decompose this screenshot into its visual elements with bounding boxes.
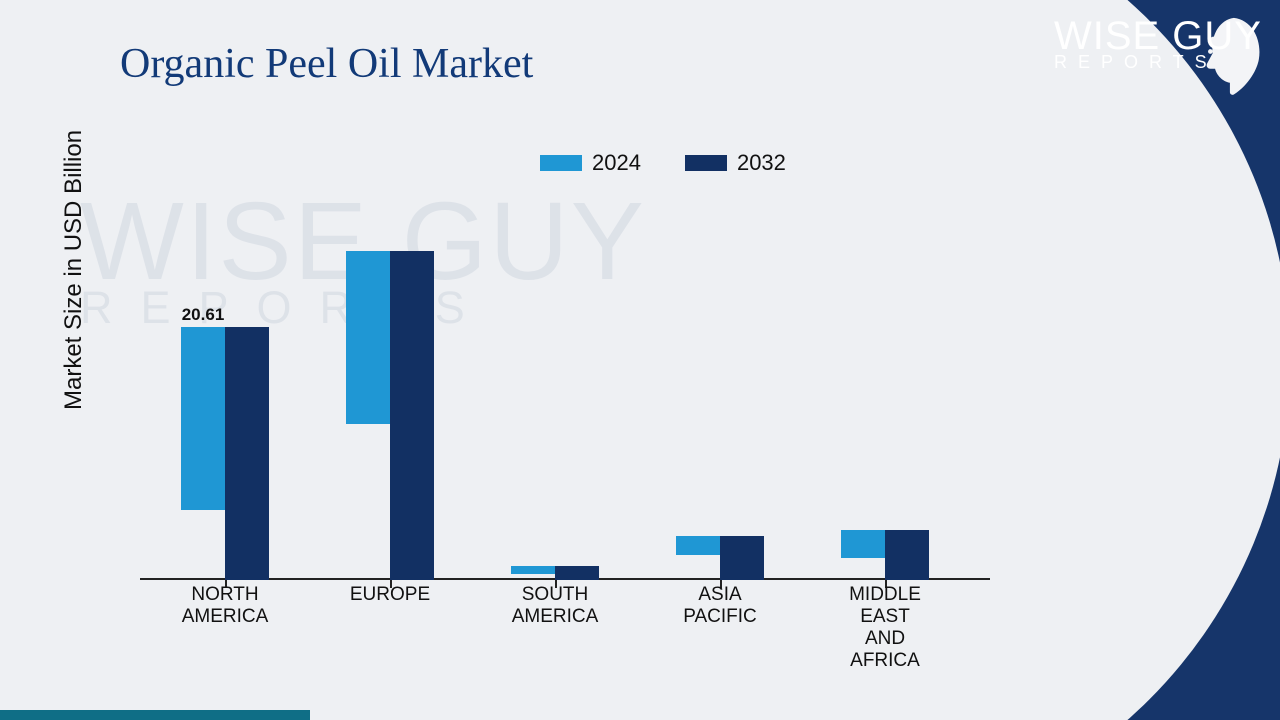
bar-2032 [885, 530, 929, 580]
brand-logo: WISE GUY REPORTS [1054, 18, 1262, 73]
bar-2024 [346, 251, 390, 424]
y-axis-label: Market Size in USD Billion [60, 130, 88, 410]
legend-swatch-2032 [685, 155, 727, 171]
x-axis-label: MIDDLEEASTANDAFRICA [810, 584, 960, 671]
bar-2024 [841, 530, 885, 558]
bar-group [645, 536, 795, 580]
bar-2024: 20.61 [181, 327, 225, 510]
bottom-strip [0, 710, 310, 720]
legend-label-2032: 2032 [737, 150, 786, 176]
legend-item-2032: 2032 [685, 150, 786, 176]
x-axis-label: EUROPE [315, 584, 465, 606]
chart: Market Size in USD Billion 2024 2032 20.… [60, 150, 990, 690]
legend-item-2024: 2024 [540, 150, 641, 176]
bar-2024 [511, 566, 555, 574]
legend-label-2024: 2024 [592, 150, 641, 176]
bar-value-label: 20.61 [182, 305, 225, 325]
bar-group: 20.61 [150, 327, 300, 580]
x-axis-label: ASIAPACIFIC [645, 584, 795, 628]
plot-area: 20.61 [140, 180, 990, 580]
bar-group [480, 566, 630, 580]
page-title: Organic Peel Oil Market [120, 40, 533, 88]
bar-2032 [390, 251, 434, 580]
bar-2032 [720, 536, 764, 580]
bar-2024 [676, 536, 720, 556]
head-icon [1186, 14, 1266, 100]
x-axis-label: NORTHAMERICA [150, 584, 300, 628]
bar-group [315, 251, 465, 580]
x-axis-label: SOUTHAMERICA [480, 584, 630, 628]
page-root: WISE GUY REPORTS WISE GUY REPORTS Organi… [0, 0, 1280, 720]
bar-2032 [225, 327, 269, 580]
legend: 2024 2032 [540, 150, 786, 176]
bar-group [810, 530, 960, 580]
legend-swatch-2024 [540, 155, 582, 171]
bar-2032 [555, 566, 599, 580]
x-axis-labels: NORTHAMERICA EUROPE SOUTHAMERICA ASIAPACIFI… [140, 584, 990, 704]
